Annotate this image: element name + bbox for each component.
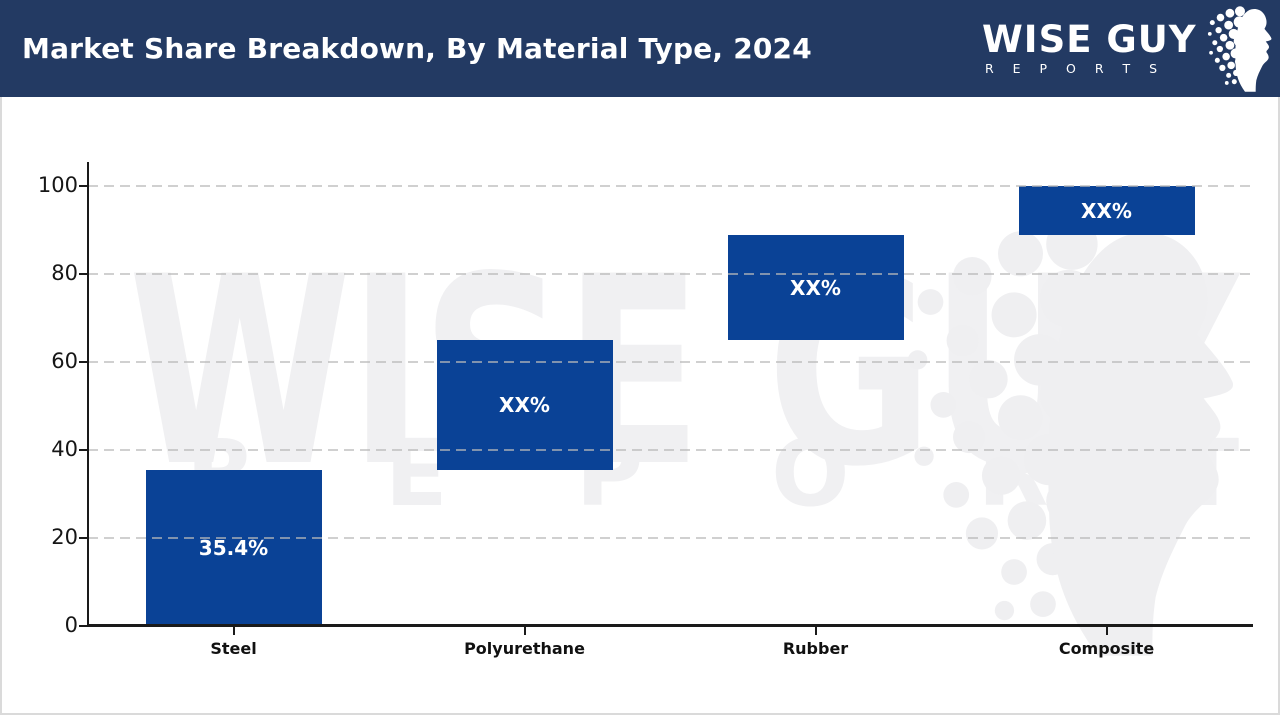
x-tick-mark: [523, 627, 526, 635]
x-tick-label-rubber: Rubber: [782, 639, 849, 658]
y-tick-label: 20: [51, 525, 78, 549]
gridline: [88, 185, 1253, 187]
y-tick-label: 0: [64, 613, 78, 637]
y-tick-label: 100: [37, 173, 78, 197]
x-tick-mark: [232, 627, 235, 635]
y-tick-label: 40: [51, 437, 78, 461]
y-tick-mark: [79, 273, 87, 275]
y-tick-mark: [79, 361, 87, 363]
x-axis-line: [87, 624, 1253, 627]
x-tick-mark: [814, 627, 817, 635]
bar-value-label: XX%: [1081, 198, 1132, 223]
x-tick-label-steel: Steel: [210, 639, 257, 658]
bar-value-label: XX%: [790, 275, 841, 300]
gridline: [88, 273, 1253, 275]
bar-rubber: XX%: [727, 235, 904, 340]
watermark-face-icon: [908, 218, 1234, 656]
bar-composite: XX%: [1018, 186, 1195, 236]
logo-text: WISE GUY R E P O R T S: [982, 21, 1197, 76]
y-axis-line: [87, 162, 89, 627]
logo-wordmark: WISE GUY: [981, 18, 1197, 61]
gridline: [88, 361, 1253, 363]
y-tick-mark: [79, 625, 87, 627]
header-bar: Market Share Breakdown, By Material Type…: [0, 0, 1280, 97]
x-tick-label-composite: Composite: [1058, 639, 1155, 658]
logo-subtitle: R E P O R T S: [984, 61, 1165, 76]
y-tick-mark: [79, 449, 87, 451]
y-tick-mark: [79, 537, 87, 539]
bar-value-label: XX%: [499, 393, 550, 418]
x-tick-label-polyurethane: Polyurethane: [464, 639, 585, 658]
y-tick-label: 80: [51, 261, 78, 285]
bar-steel: 35.4%: [145, 470, 322, 626]
y-tick-label: 60: [51, 349, 78, 373]
page-title: Market Share Breakdown, By Material Type…: [22, 32, 812, 65]
gridline: [88, 449, 1253, 451]
x-tick-mark: [1105, 627, 1108, 635]
gridline: [88, 537, 1253, 539]
bar-value-label: 35.4%: [198, 536, 269, 561]
y-tick-mark: [79, 185, 87, 187]
wise-guy-reports-logo: WISE GUY R E P O R T S: [982, 0, 1280, 97]
wise-guy-face-icon: [1207, 5, 1272, 92]
